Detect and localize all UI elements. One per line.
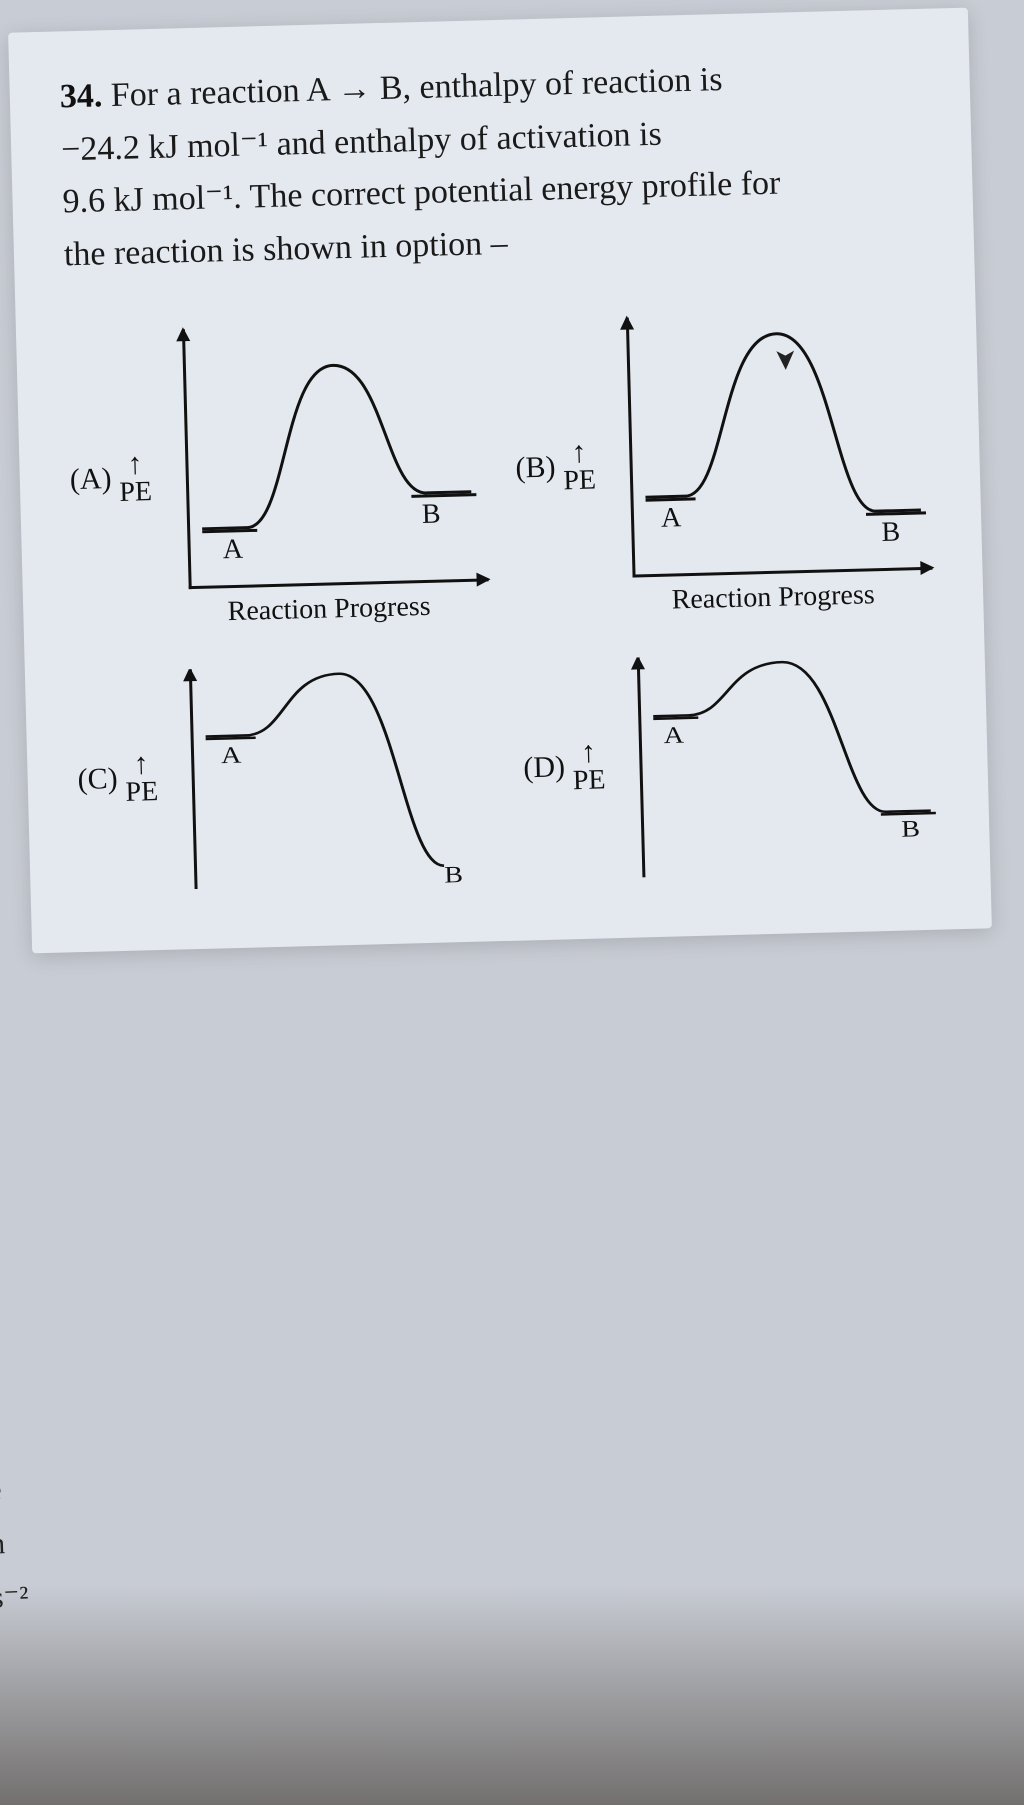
option-a: (A) ↑ PE A B Reaction Progress (66, 321, 490, 632)
curve-d: A B (636, 649, 942, 877)
curve-c-label-a: A (221, 741, 242, 768)
curve-c: A B (189, 661, 495, 889)
curve-a-label-b: B (421, 498, 440, 529)
question-line-4: the reaction is shown in option – (63, 225, 508, 274)
y-axis-label: PE (563, 464, 597, 497)
y-arrow-icon: ↑ (127, 452, 143, 476)
photo-shadow (0, 1585, 1024, 1805)
fragment-2: n (0, 1527, 6, 1561)
options-grid: (A) ↑ PE A B Reaction Progress (66, 310, 940, 892)
curve-a: A B (182, 321, 489, 589)
option-d-wrap: (D) ↑ PE (523, 740, 606, 798)
chart-d: A B (616, 649, 942, 877)
y-arrow-icon: ↑ (133, 752, 149, 776)
page-edge-fragment: e n s⁻² (0, 1462, 29, 1625)
question-line-1: For a reaction A → B, enthalpy of reacti… (110, 61, 723, 114)
option-d: (D) ↑ PE A B (521, 649, 942, 880)
page: 34. For a reaction A → B, enthalpy of re… (8, 8, 992, 954)
chart-c: A B (169, 661, 495, 889)
y-axis-label: PE (119, 476, 153, 509)
option-c-label: (C) (77, 762, 118, 796)
option-d-label: (D) (523, 750, 566, 784)
question-number: 34. (59, 77, 102, 115)
chart-a: A B Reaction Progress (162, 321, 490, 629)
x-axis-label: Reaction Progress (169, 589, 490, 629)
question-line-3: 9.6 kJ mol⁻¹. The correct potential ener… (62, 165, 781, 221)
option-b-wrap: (B) ↑ PE (515, 440, 597, 498)
curve-b-label-a: A (661, 502, 683, 534)
curve-b: A B (626, 310, 933, 578)
x-axis-label: Reaction Progress (613, 577, 934, 617)
y-axis-label: PE (125, 776, 159, 809)
y-arrow-icon: ↑ (581, 740, 597, 764)
fragment-1: e (0, 1473, 2, 1506)
chart-b: A B Reaction Progress (606, 310, 934, 618)
question-line-2: −24.2 kJ mol⁻¹ and enthalpy of activatio… (61, 115, 662, 168)
option-b-label: (B) (515, 450, 556, 484)
curve-d-label-b: B (901, 815, 920, 842)
y-axis-label: PE (572, 764, 606, 797)
option-b: (B) ↑ PE A B Reaction Progress (512, 310, 936, 621)
curve-a-label-a: A (222, 533, 244, 565)
option-a-wrap: (A) ↑ PE (69, 452, 152, 510)
y-arrow-icon: ↑ (571, 440, 587, 464)
curve-c-label-b: B (444, 861, 463, 888)
option-c: (C) ↑ PE A B (75, 661, 496, 892)
option-a-label: (A) (69, 462, 112, 496)
curve-d-label-a: A (663, 721, 684, 748)
curve-b-label-b: B (881, 516, 900, 547)
fragment-3: s⁻² (0, 1580, 29, 1614)
option-c-wrap: (C) ↑ PE (77, 752, 159, 810)
question-text: 34. For a reaction A → B, enthalpy of re… (59, 49, 924, 282)
